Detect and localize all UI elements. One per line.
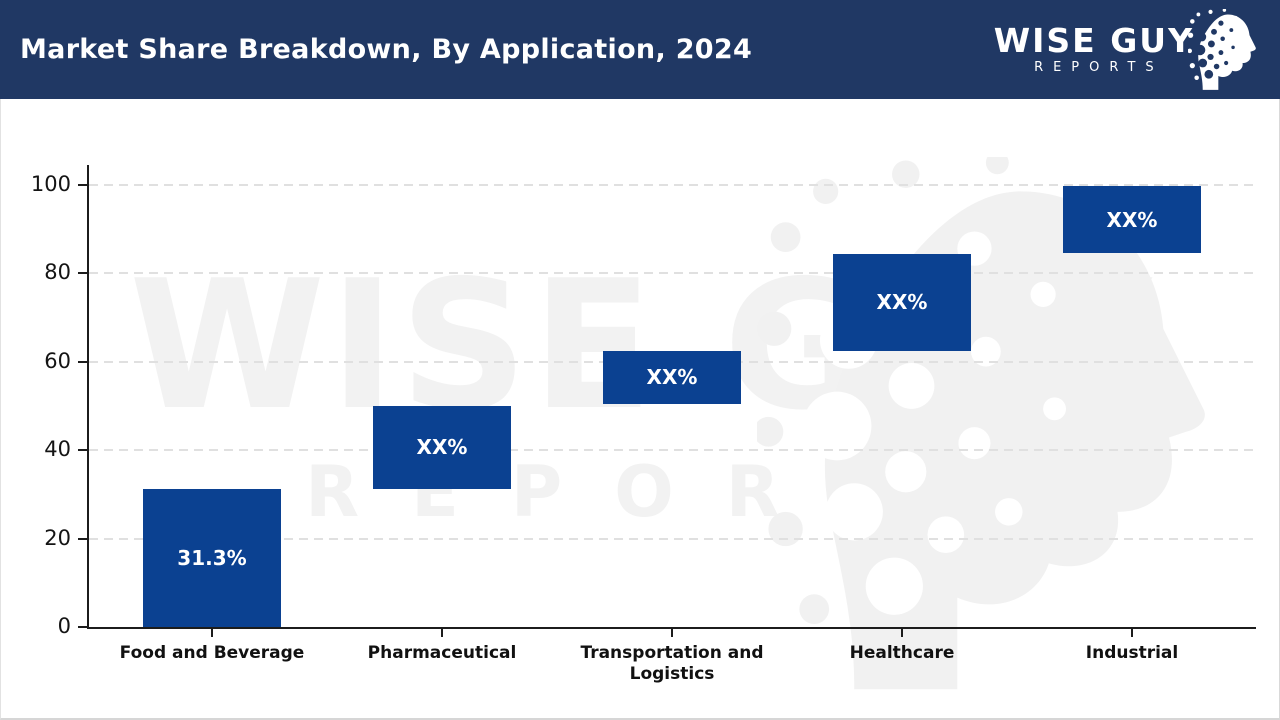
x-axis-label: Industrial [1085, 643, 1179, 663]
logo-text: WISE GUY REPORTS [994, 24, 1194, 75]
x-tick-mark [441, 629, 443, 637]
x-tick-mark [211, 629, 213, 637]
y-axis-line [87, 165, 89, 629]
page-title: Market Share Breakdown, By Application, … [20, 34, 753, 65]
waterfall-chart: 0 20 40 60 80 100 31.3% Food and Beverage XX% Pha… [31, 165, 1256, 684]
logo-wordmark: WISE GUY [993, 21, 1194, 60]
bar-healthcare: XX% [833, 253, 971, 351]
chart-canvas: WISE GUY REPORTS 0 20 40 60 80 100 31.3% Food a… [0, 99, 1280, 720]
y-tick-mark [78, 449, 87, 452]
x-axis-label: Food and Beverage [119, 643, 305, 663]
bar-pharmaceutical: XX% [373, 405, 511, 489]
x-axis-label: Healthcare [849, 643, 955, 663]
gridline [89, 183, 1256, 186]
gridline [89, 272, 1256, 275]
bar-value-label: XX% [876, 290, 928, 315]
bar-value-label: XX% [646, 365, 698, 390]
logo-subtext: REPORTS [1034, 60, 1164, 75]
x-tick-mark [901, 629, 903, 637]
gridline [89, 449, 1256, 452]
gridline [89, 537, 1256, 540]
bar-transportation-and-logistics: XX% [603, 350, 741, 405]
y-tick-mark [78, 537, 87, 540]
bar-value-label: XX% [416, 435, 468, 460]
bar-value-label: 31.3% [177, 545, 247, 570]
y-axis-tick-label: 60 [44, 348, 71, 373]
brand-logo: WISE GUY REPORTS [994, 8, 1266, 91]
y-tick-mark [78, 272, 87, 275]
x-axis-label: Pharmaceutical [367, 643, 517, 663]
bar-value-label: XX% [1106, 207, 1158, 232]
x-axis-line [87, 627, 1256, 629]
y-tick-mark [78, 360, 87, 363]
y-axis-tick-label: 80 [44, 260, 71, 285]
logo-face-icon [1188, 8, 1256, 90]
y-axis-tick-label: 40 [44, 437, 71, 462]
y-axis-tick-label: 100 [30, 171, 71, 196]
y-tick-mark [78, 626, 87, 628]
y-axis-tick-label: 20 [44, 525, 71, 550]
y-axis-tick-label: 0 [57, 614, 71, 638]
y-tick-mark [78, 183, 87, 186]
bar-food-and-beverage: 31.3% [143, 488, 281, 627]
header: Market Share Breakdown, By Application, … [0, 0, 1280, 99]
bar-industrial: XX% [1063, 185, 1201, 254]
x-tick-mark [1131, 629, 1133, 637]
x-tick-mark [671, 629, 673, 637]
x-axis-label: Transportation and Logistics [580, 643, 764, 685]
